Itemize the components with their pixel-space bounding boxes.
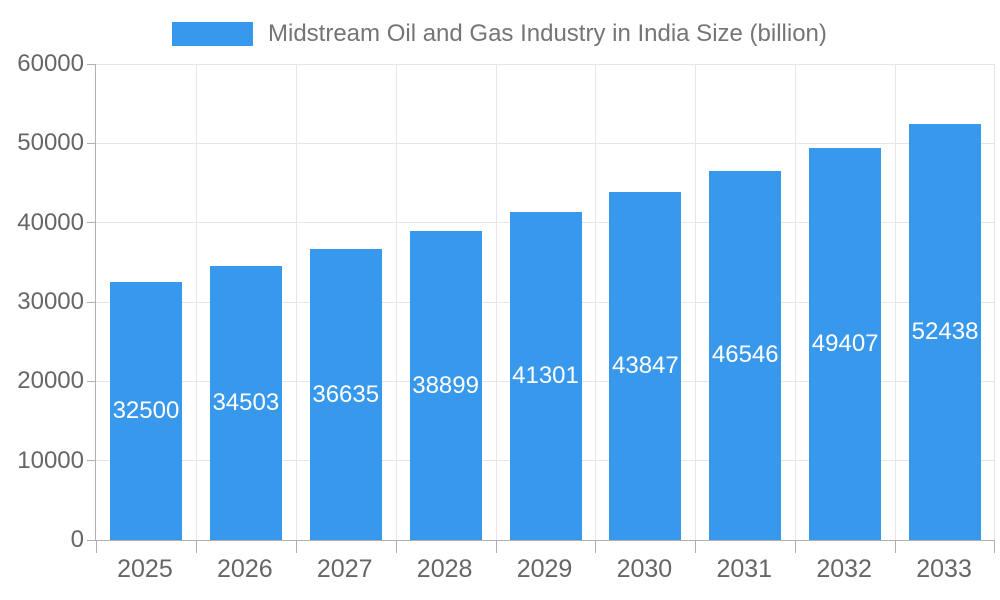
bar-value-label: 46546 xyxy=(711,341,779,369)
x-axis-tick-mark xyxy=(495,540,497,553)
gridline-vertical xyxy=(595,64,597,540)
x-axis-tick-label: 2028 xyxy=(416,555,473,583)
y-axis-tick-mark xyxy=(87,460,96,462)
bar-2027[interactable]: 36635 xyxy=(309,249,382,540)
x-axis-tick-mark xyxy=(195,540,197,553)
x-axis-tick-label: 2032 xyxy=(816,555,872,583)
y-axis-tick-label: 30000 xyxy=(17,288,84,315)
x-axis-tick-label: 2033 xyxy=(916,555,972,583)
x-axis-tick-mark xyxy=(96,540,97,553)
gridline-vertical xyxy=(695,64,697,540)
gridline-vertical xyxy=(994,64,995,540)
y-axis-tick-label: 50000 xyxy=(17,129,84,157)
y-axis-tick-mark xyxy=(87,63,96,65)
y-axis-tick-mark xyxy=(87,539,96,541)
gridline-vertical xyxy=(795,64,797,540)
y-axis-tick-mark xyxy=(87,142,96,144)
legend-color-swatch xyxy=(172,22,253,46)
bar-2029[interactable]: 41301 xyxy=(509,212,582,540)
x-axis-tick-mark xyxy=(994,540,995,553)
x-axis-tick-mark xyxy=(795,540,797,553)
x-axis-tick-mark xyxy=(895,540,897,553)
bar-value-label: 32500 xyxy=(112,397,180,425)
bar-2033[interactable]: 52438 xyxy=(909,124,982,540)
x-axis-tick-label: 2025 xyxy=(117,555,173,583)
x-axis-tick-mark xyxy=(295,540,297,553)
bar-2031[interactable]: 46546 xyxy=(709,170,782,540)
x-axis-tick-label: 2031 xyxy=(716,555,773,583)
y-axis-tick-label: 0 xyxy=(70,526,84,553)
gridline-vertical xyxy=(495,64,497,540)
gridline-vertical xyxy=(295,64,297,540)
bar-value-label: 49407 xyxy=(811,330,879,358)
y-axis-tick-label: 40000 xyxy=(17,208,84,236)
gridline-horizontal xyxy=(96,63,995,65)
y-axis-tick-label: 10000 xyxy=(17,446,84,474)
bar-value-label: 34503 xyxy=(212,389,280,417)
bar-value-label: 43847 xyxy=(612,352,679,380)
bar-value-label: 41301 xyxy=(512,362,579,390)
x-axis-tick-label: 2026 xyxy=(217,555,273,583)
y-axis-tick-label: 20000 xyxy=(17,367,84,395)
bar-value-label: 36635 xyxy=(312,380,380,408)
x-axis-tick-label: 2030 xyxy=(616,555,673,583)
x-axis-tick-mark xyxy=(395,540,397,553)
x-axis-tick-label: 2027 xyxy=(316,555,373,583)
bar-2028[interactable]: 38899 xyxy=(409,231,482,540)
x-axis-tick-mark xyxy=(695,540,697,553)
chart-legend: Midstream Oil and Gas Industry in India … xyxy=(172,20,827,48)
y-axis-tick-mark xyxy=(87,301,96,303)
x-axis-tick-mark xyxy=(595,540,597,553)
x-axis-tick-label: 2029 xyxy=(516,555,573,583)
plot-area: 32500 34503 36635 38899 41301 43847 46546 49407… xyxy=(87,63,995,553)
bar-2032[interactable]: 49407 xyxy=(809,148,882,540)
bar-value-label: 38899 xyxy=(412,371,479,399)
gridline-vertical xyxy=(395,64,397,540)
y-axis-tick-label: 60000 xyxy=(17,50,84,77)
bar-value-label: 52438 xyxy=(911,318,979,345)
bar-2026[interactable]: 34503 xyxy=(209,266,282,540)
bar-2025[interactable]: 32500 xyxy=(109,282,182,540)
y-axis-tick-mark xyxy=(87,380,96,382)
bar-2030[interactable]: 43847 xyxy=(609,192,682,540)
gridline-vertical xyxy=(895,64,897,540)
y-axis-tick-mark xyxy=(87,222,96,224)
legend-series-label: Midstream Oil and Gas Industry in India … xyxy=(268,20,827,47)
gridline-horizontal xyxy=(96,142,995,144)
gridline-vertical xyxy=(195,64,197,540)
